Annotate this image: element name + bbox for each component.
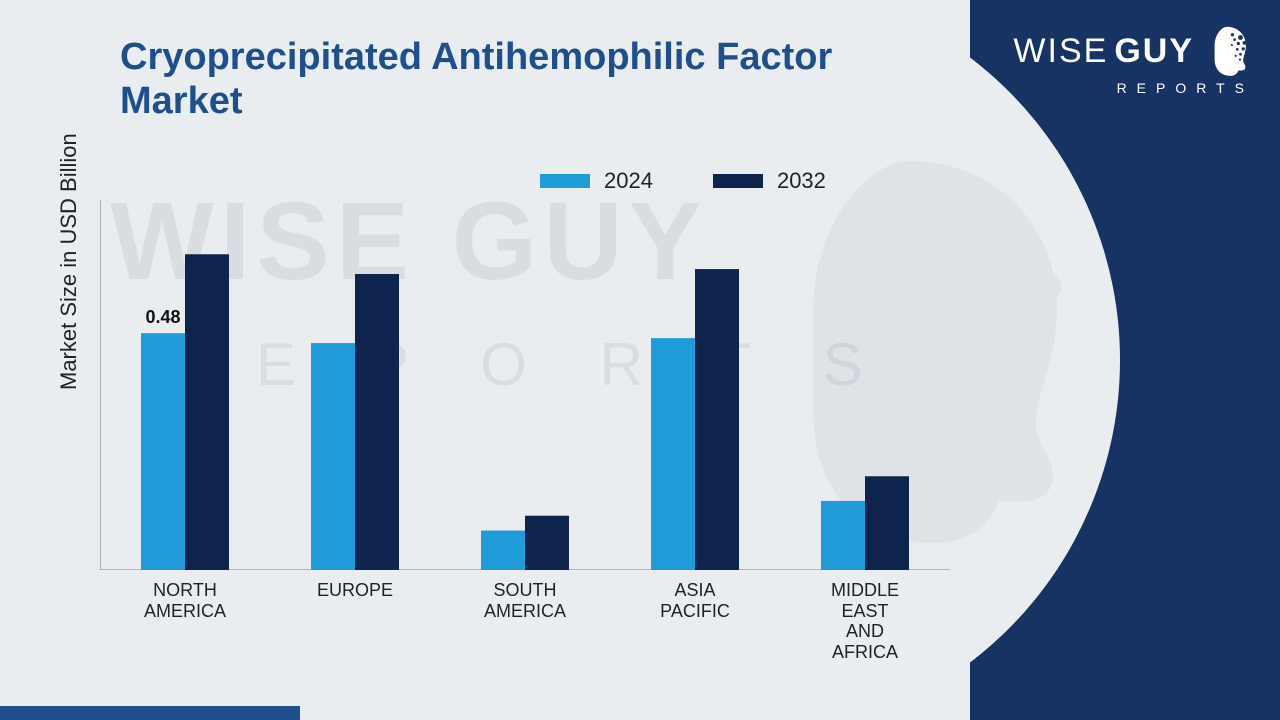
legend: 2024 2032 (540, 168, 826, 194)
category-label: EUROPE (290, 580, 420, 601)
stage: WISE GUY R E P O R T S Cryoprecipitated … (0, 0, 1280, 720)
category-label: NORTHAMERICA (120, 580, 250, 621)
brand-logo: WISE GUY REPORTS (1013, 24, 1254, 96)
brand-reports: REPORTS (1013, 80, 1254, 96)
bar (525, 516, 569, 570)
y-axis-label: Market Size in USD Billion (56, 133, 82, 390)
bar (865, 476, 909, 570)
legend-label: 2024 (604, 168, 653, 194)
brand-guy: GUY (1114, 32, 1194, 71)
bar (141, 333, 185, 570)
chart-title: Cryoprecipitated Antihemophilic Factor M… (120, 36, 840, 123)
bar (311, 343, 355, 570)
footer-accent-bar (0, 706, 300, 720)
bar (821, 501, 865, 570)
bar (185, 254, 229, 570)
value-label: 0.48 (145, 307, 180, 328)
category-label: ASIAPACIFIC (630, 580, 760, 621)
category-label: MIDDLEEASTANDAFRICA (800, 580, 930, 663)
bar (481, 531, 525, 570)
brand-wise: WISE (1013, 32, 1108, 71)
bar-chart: NORTHAMERICAEUROPESOUTHAMERICAASIAPACIFI… (100, 200, 950, 570)
plot-area (100, 200, 950, 570)
bar (355, 274, 399, 570)
legend-item-2024: 2024 (540, 168, 653, 194)
bar (695, 269, 739, 570)
legend-item-2032: 2032 (713, 168, 826, 194)
category-label: SOUTHAMERICA (460, 580, 590, 621)
brand-head-icon (1200, 24, 1254, 78)
legend-label: 2032 (777, 168, 826, 194)
legend-swatch (713, 174, 763, 188)
legend-swatch (540, 174, 590, 188)
bar (651, 338, 695, 570)
